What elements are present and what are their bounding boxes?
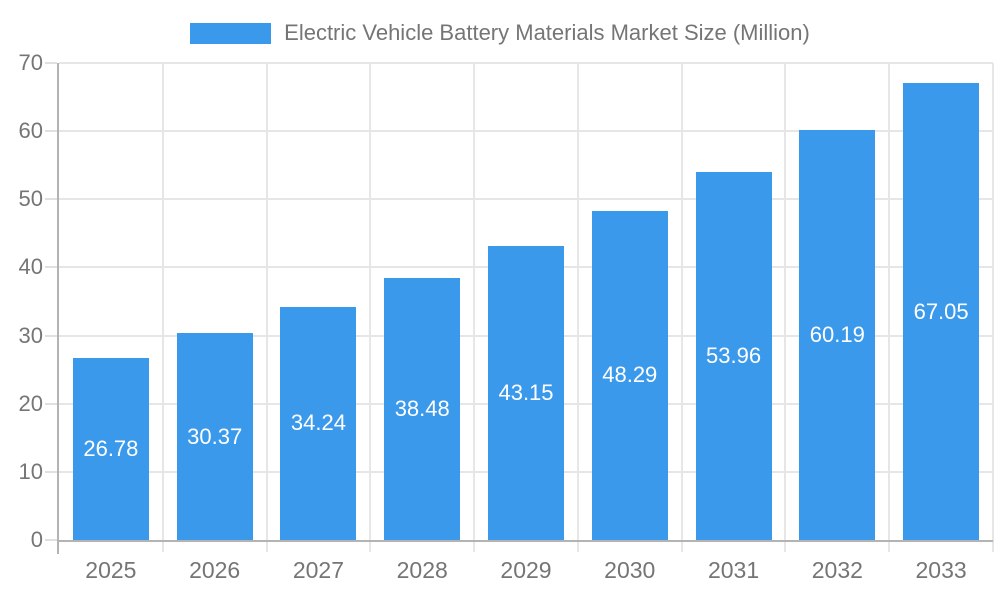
bar-value-label: 30.37 <box>187 423 243 449</box>
bar-value-label: 26.78 <box>83 435 139 461</box>
y-axis-tick-label: 0 <box>30 527 43 552</box>
horizontal-gridline <box>59 130 993 133</box>
vertical-gridline <box>473 63 476 552</box>
x-axis-tick-label: 2026 <box>189 557 241 583</box>
y-axis-tick <box>45 402 57 405</box>
plot-area: 26.78 30.37 34.24 38.48 43.15 48.29 53.96 60.19… <box>45 62 994 554</box>
x-axis-tick-label: 2031 <box>707 557 760 583</box>
legend: Electric Vehicle Battery Materials Marke… <box>0 19 1000 47</box>
bar-value-label: 60.19 <box>809 321 865 347</box>
x-axis-tick-label: 2032 <box>811 557 863 583</box>
horizontal-gridline <box>59 198 993 201</box>
x-axis-tick-label: 2028 <box>396 557 448 583</box>
y-axis-tick-label: 50 <box>18 186 43 212</box>
vertical-gridline <box>161 63 164 552</box>
x-axis-line <box>57 540 993 542</box>
bar[interactable] <box>591 210 668 540</box>
y-axis-tick-label: 60 <box>18 118 43 144</box>
bar[interactable] <box>280 306 357 540</box>
y-axis-tick-label: 20 <box>18 390 43 416</box>
y-axis-tick <box>45 62 57 64</box>
y-axis-tick-label: 30 <box>18 322 43 348</box>
vertical-gridline <box>265 63 268 552</box>
x-axis-tick-label: 2027 <box>292 557 345 583</box>
y-axis-line <box>57 63 59 554</box>
y-axis-tick <box>45 539 57 541</box>
bar[interactable] <box>903 83 980 540</box>
bar-value-label: 53.96 <box>706 343 762 369</box>
bar-value-label: 48.29 <box>602 362 658 388</box>
bar[interactable] <box>695 172 772 540</box>
y-axis-tick <box>45 470 57 473</box>
vertical-gridline <box>576 63 579 552</box>
y-axis-tick <box>45 130 57 133</box>
y-axis-tick <box>45 266 57 269</box>
vertical-gridline <box>784 63 787 552</box>
y-axis-tick <box>45 198 57 201</box>
x-axis-tick-label: 2033 <box>915 557 967 583</box>
bar-value-label: 38.48 <box>394 395 450 421</box>
vertical-gridline <box>680 63 683 552</box>
y-axis-tick-label: 40 <box>18 254 43 280</box>
legend-series-label: Electric Vehicle Battery Materials Marke… <box>284 20 810 45</box>
legend-swatch-icon <box>190 22 272 44</box>
bar-value-label: 67.05 <box>913 298 969 324</box>
x-axis-tick-label: 2030 <box>604 557 656 583</box>
vertical-gridline <box>888 63 891 552</box>
bar[interactable] <box>488 245 564 540</box>
horizontal-gridline <box>59 62 993 64</box>
y-axis-tick-label: 10 <box>18 458 43 484</box>
vertical-gridline <box>992 63 994 552</box>
x-axis-tick-label: 2025 <box>85 557 137 583</box>
vertical-gridline <box>369 63 372 552</box>
bar-value-label: 34.24 <box>290 410 346 436</box>
bar[interactable] <box>384 277 461 540</box>
bar[interactable] <box>72 357 149 540</box>
x-axis-tick-label: 2029 <box>500 557 552 583</box>
bar-value-label: 43.15 <box>498 379 554 405</box>
y-axis-tick-label: 70 <box>18 50 43 75</box>
legend-item-series[interactable]: Electric Vehicle Battery Materials Marke… <box>190 19 810 47</box>
y-axis-tick <box>45 334 57 337</box>
bar[interactable] <box>176 333 253 540</box>
bar[interactable] <box>799 129 876 540</box>
